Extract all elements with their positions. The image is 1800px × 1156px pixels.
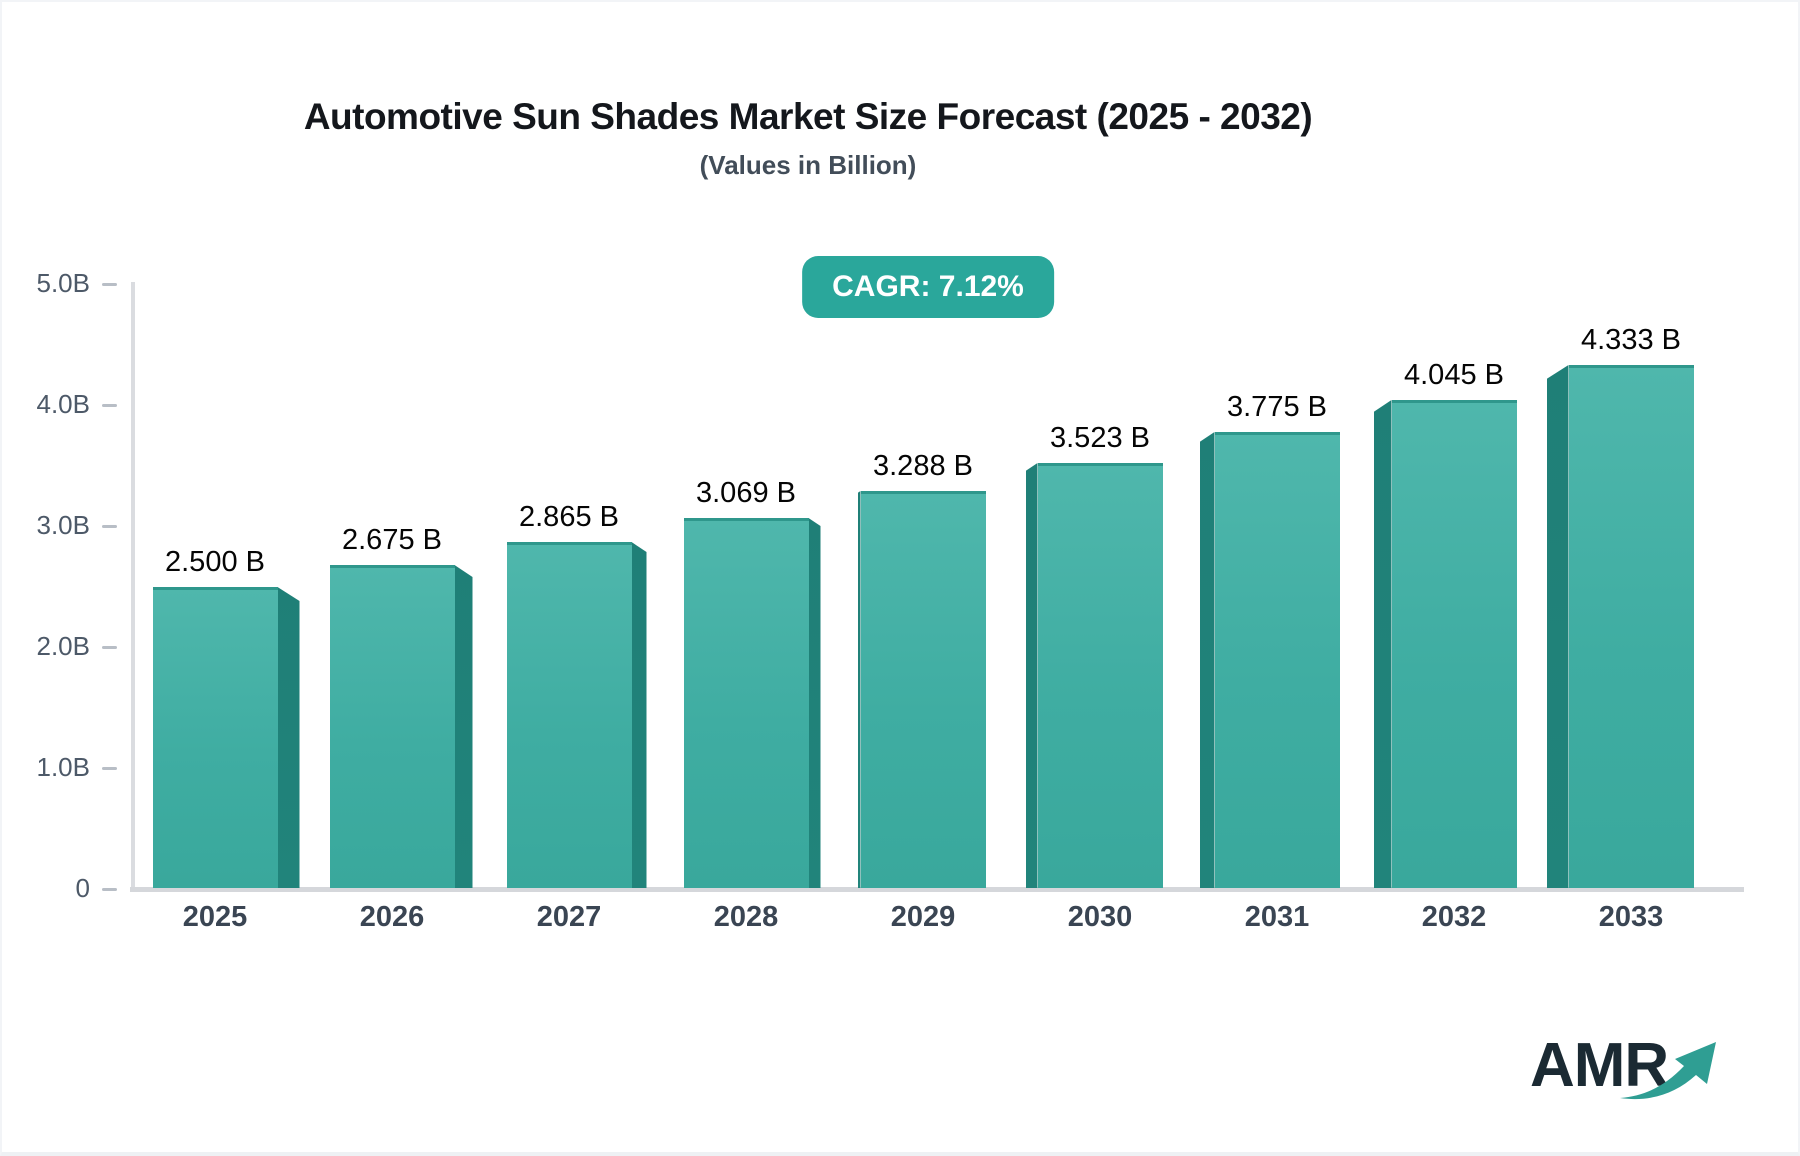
bar-2028	[683, 518, 809, 888]
bar-value-label: 2.675 B	[342, 524, 442, 556]
bar-2031	[1214, 432, 1340, 888]
y-tick-label: 3.0B	[36, 510, 91, 540]
x-tick-label: 2025	[182, 901, 248, 933]
chart-title: Automotive Sun Shades Market Size Foreca…	[303, 96, 1313, 137]
x-tick-label: 2028	[713, 901, 779, 933]
bar-side-face	[277, 587, 300, 888]
bar-side-face	[454, 565, 473, 888]
y-tick-label: 5.0B	[36, 268, 91, 298]
x-tick-label: 2026	[359, 901, 425, 933]
bar-value-label: 4.333 B	[1581, 324, 1681, 356]
x-tick-label: 2029	[890, 901, 956, 933]
y-axis-line	[131, 282, 135, 891]
amr-logo: AMR	[1530, 1030, 1730, 1110]
bar-side-face	[808, 518, 821, 888]
bar-2032	[1391, 400, 1517, 888]
y-tick-mark	[102, 283, 117, 286]
bar-2025	[152, 587, 278, 888]
bar-value-label: 2.865 B	[519, 501, 619, 533]
y-tick-label: 1.0B	[36, 752, 91, 782]
bar-value-label: 3.288 B	[873, 450, 973, 482]
bar-value-label: 2.500 B	[165, 546, 265, 578]
bar-side-face	[1025, 463, 1038, 888]
bar-side-face	[1373, 400, 1392, 888]
x-tick-label: 2030	[1067, 901, 1133, 933]
y-tick-mark	[102, 525, 117, 528]
y-tick-mark	[102, 404, 117, 407]
bar-value-label: 3.069 B	[696, 477, 796, 509]
trend-up-arrow-icon	[1620, 1042, 1716, 1100]
y-tick-label: 2.0B	[36, 631, 91, 661]
bar-2030	[1037, 463, 1163, 888]
bar-2033	[1568, 365, 1694, 888]
bar-side-face	[1199, 432, 1215, 888]
x-tick-label: 2033	[1598, 901, 1664, 933]
y-tick-label: 0	[75, 873, 90, 903]
y-tick-label: 4.0B	[36, 389, 91, 419]
amr-logo-text: AMR	[1530, 1031, 1669, 1100]
bar-value-label: 4.045 B	[1404, 359, 1504, 391]
y-tick-mark	[102, 646, 117, 649]
bar-2029	[860, 491, 986, 888]
bar-side-face	[631, 542, 647, 888]
cagr-badge: CAGR: 7.12%	[802, 256, 1054, 318]
bar-2027	[506, 542, 632, 888]
chart-subtitle: (Values in Billion)	[699, 150, 917, 180]
x-axis-baseline	[130, 887, 1744, 892]
x-tick-label: 2031	[1244, 901, 1310, 933]
y-tick-mark	[102, 888, 117, 891]
bar-side-face	[857, 491, 861, 888]
y-tick-mark	[102, 767, 117, 770]
x-tick-label: 2027	[536, 901, 602, 933]
bar-value-label: 3.775 B	[1227, 391, 1327, 423]
bar-side-face	[1546, 365, 1569, 888]
bar-value-label: 3.523 B	[1050, 422, 1150, 454]
bar-2026	[329, 565, 455, 888]
x-tick-label: 2032	[1421, 901, 1487, 933]
